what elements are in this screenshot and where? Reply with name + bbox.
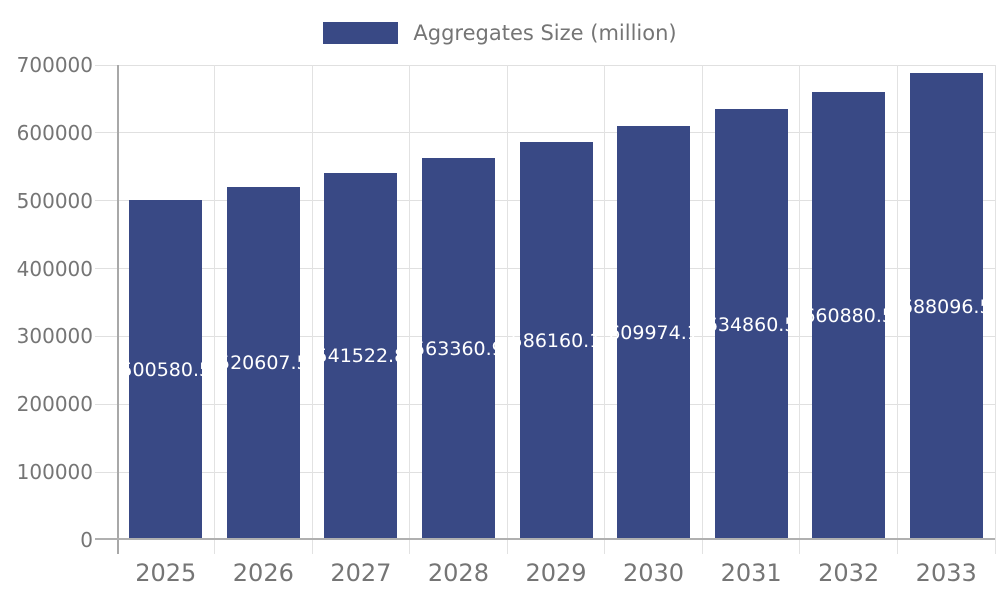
v-gridline: [701, 65, 703, 554]
bar-value-label: 500580.5: [120, 359, 212, 382]
plot-area: 0 100000 200000 300000 400000 500000 600000 700…: [17, 53, 996, 587]
v-gridline: [799, 65, 801, 554]
x-axis-tick-label: 2030: [623, 559, 685, 587]
bar-2031[interactable]: [714, 109, 788, 540]
x-axis-line: [95, 538, 995, 540]
bar-2029[interactable]: [519, 142, 593, 540]
bar-2028[interactable]: [421, 157, 495, 540]
x-axis-tick-label: 2025: [135, 559, 197, 587]
y-axis-line: [117, 65, 119, 554]
v-gridline: [214, 65, 216, 554]
x-axis-tick-label: 2027: [330, 559, 392, 587]
y-axis-tick-label: 100000: [16, 460, 93, 485]
y-axis-tick-label: 200000: [16, 392, 93, 417]
v-gridline: [896, 65, 898, 554]
x-axis-tick-label: 2026: [232, 559, 294, 587]
bar-value-label: 634860.5: [705, 313, 797, 336]
v-gridline: [506, 65, 508, 554]
h-gridline: [95, 64, 995, 66]
v-gridline: [604, 65, 606, 554]
h-gridline: [95, 132, 995, 134]
y-axis-tick-label: 700000: [16, 53, 93, 77]
x-axis-tick-label: 2033: [915, 559, 977, 587]
legend-label: Aggregates Size (million): [413, 21, 677, 45]
y-axis-tick-label: 500000: [16, 188, 93, 213]
x-axis-tick-label: 2028: [427, 559, 489, 587]
x-axis-tick-label: 2031: [720, 559, 782, 587]
bar-2033[interactable]: [909, 73, 983, 540]
bar-value-label: 586160.1: [510, 330, 602, 353]
v-gridline: [311, 65, 313, 554]
y-axis-tick-label: 600000: [16, 120, 93, 145]
bar-value-label: 688096.5: [900, 295, 992, 318]
bar-2025[interactable]: [129, 200, 203, 540]
bar-value-label: 520607.5: [217, 352, 309, 375]
y-axis-tick-label: 0: [80, 528, 93, 552]
y-axis-tick-label: 400000: [16, 256, 93, 281]
bar-value-label: 541522.8: [315, 345, 407, 368]
y-axis-tick-label: 300000: [16, 324, 93, 349]
bar-2030[interactable]: [617, 126, 691, 540]
bar-2032[interactable]: [812, 91, 886, 540]
x-axis-tick-label: 2032: [818, 559, 880, 587]
v-gridline: [409, 65, 411, 554]
x-axis-tick-label: 2029: [525, 559, 587, 587]
bar-value-label: 609974.1: [608, 322, 699, 345]
bar-value-label: 563360.9: [413, 337, 504, 360]
v-gridline: [994, 65, 996, 554]
legend-swatch: [323, 22, 399, 44]
bar-2027[interactable]: [324, 172, 398, 540]
bar-2026[interactable]: [226, 186, 300, 540]
legend[interactable]: Aggregates Size (million): [0, 21, 1000, 45]
bar-value-label: 660880.5: [803, 304, 894, 327]
